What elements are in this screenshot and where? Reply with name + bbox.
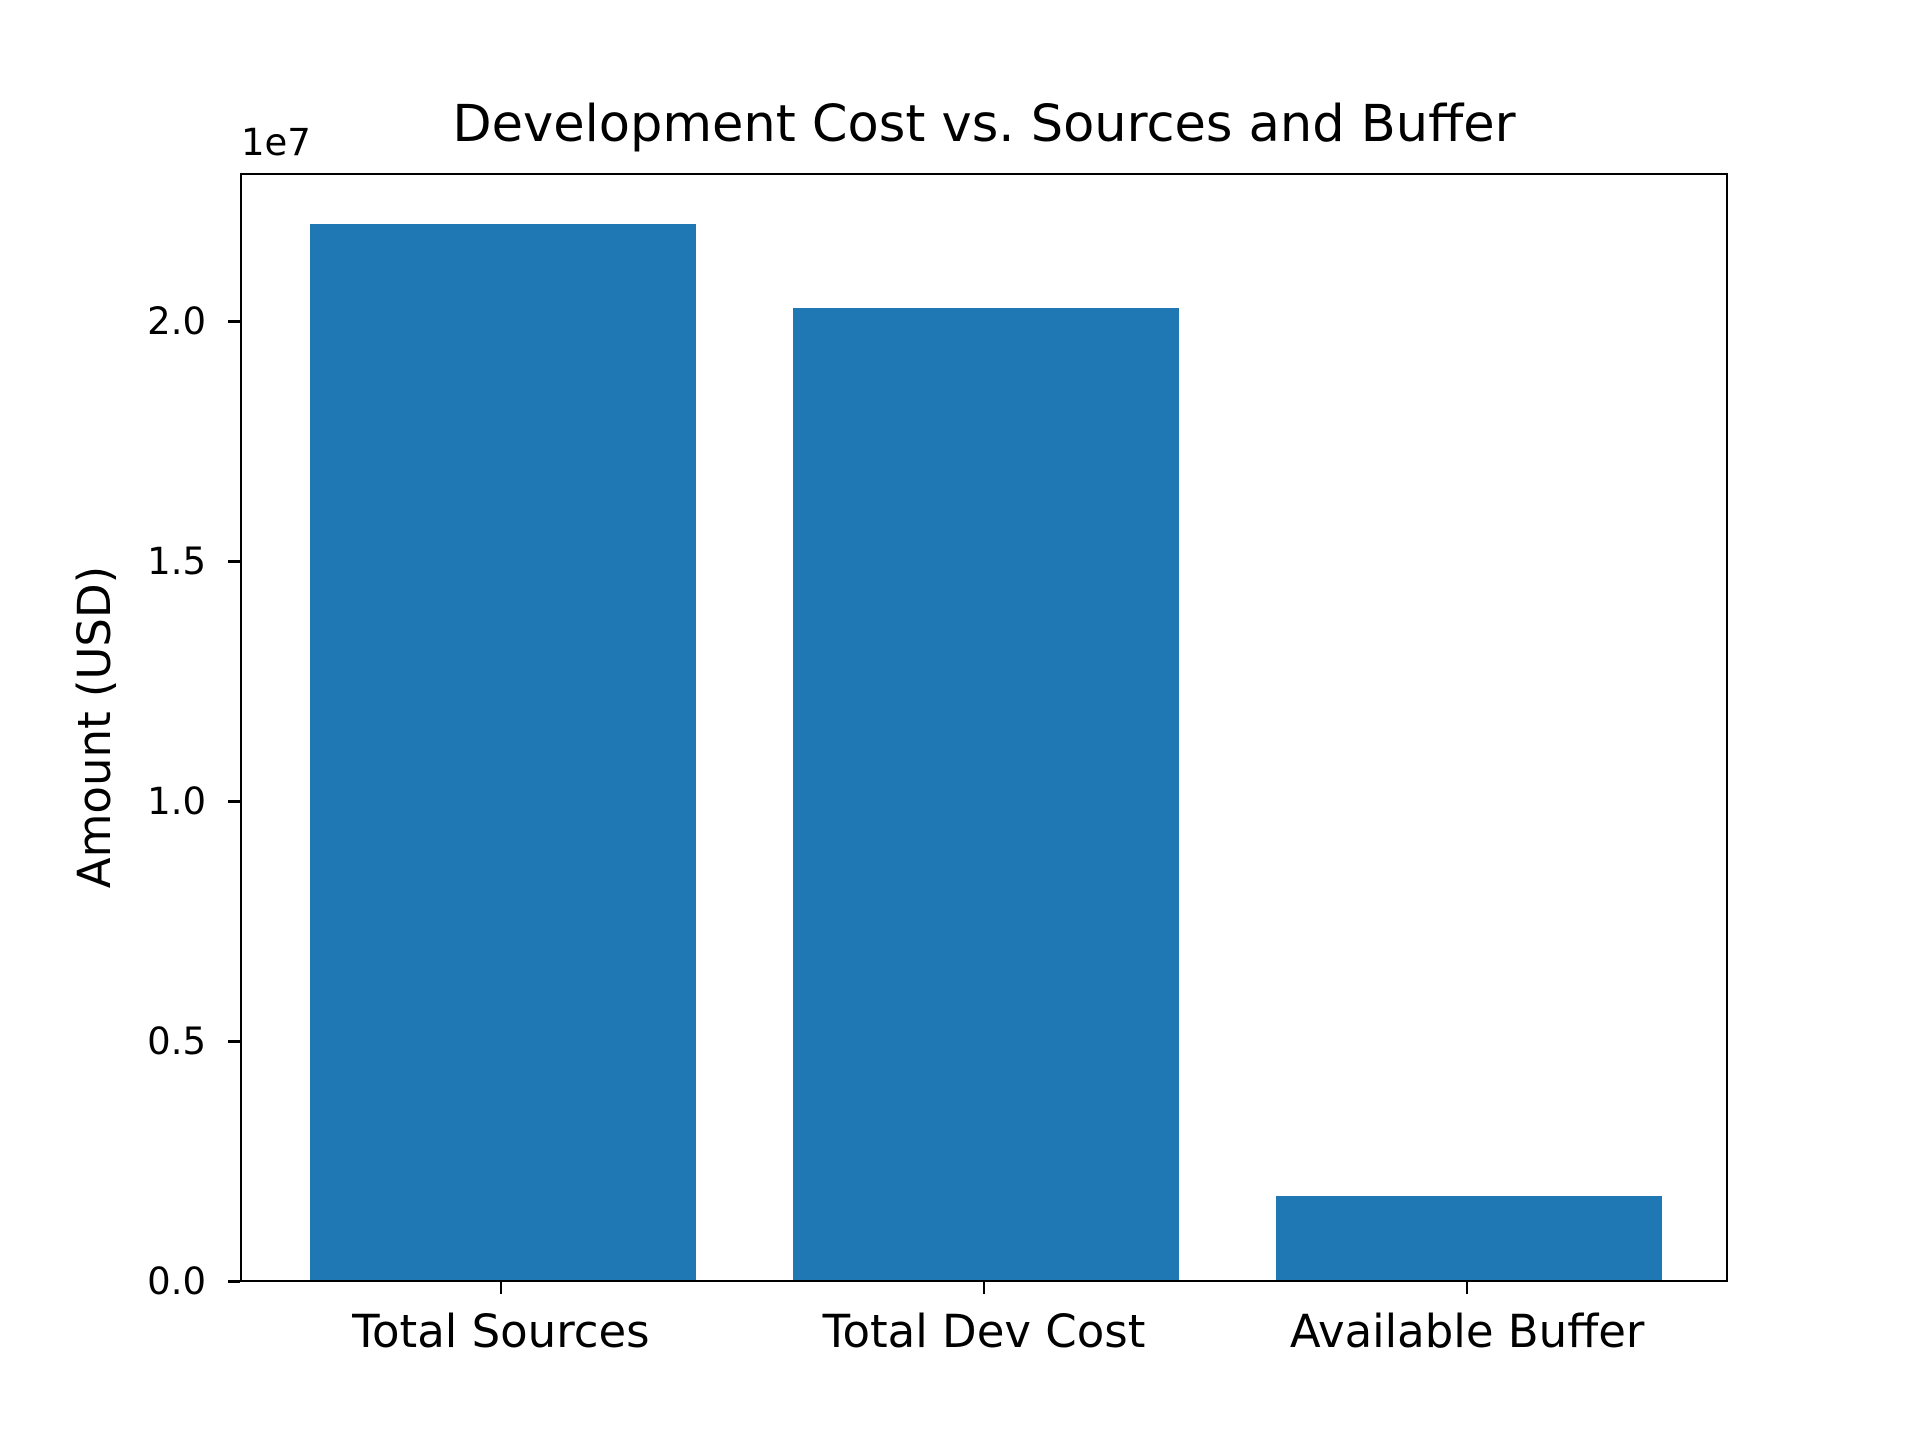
y-tick-mark (228, 1040, 240, 1043)
y-tick-label: 0.5 (147, 1019, 206, 1063)
plot-area (240, 173, 1728, 1282)
y-tick-label: 2.0 (147, 299, 206, 343)
x-tick-mark (499, 1281, 503, 1294)
x-tick-label-available-buffer: Available Buffer (1289, 1304, 1645, 1358)
y-tick-mark (228, 1280, 240, 1283)
x-tick-mark (1465, 1281, 1469, 1294)
x-tick-label-total-sources: Total Sources (352, 1304, 650, 1358)
y-axis-label: Amount (USD) (68, 565, 121, 889)
bar-total-dev-cost (792, 308, 1180, 1280)
chart-title: Development Cost vs. Sources and Buffer (452, 95, 1516, 154)
y-tick-label: 0.0 (147, 1259, 206, 1303)
x-tick-label-total-dev-cost: Total Dev Cost (822, 1304, 1146, 1358)
y-tick-mark (228, 560, 240, 563)
bar-available-buffer (1275, 1196, 1663, 1280)
y-tick-mark (228, 800, 240, 803)
x-tick-mark (982, 1281, 986, 1294)
y-tick-label: 1.5 (147, 539, 206, 583)
y-tick-label: 1.0 (147, 779, 206, 823)
bar-total-sources (309, 224, 697, 1280)
y-tick-mark (228, 320, 240, 323)
y-axis-offset-text: 1e7 (241, 121, 311, 164)
